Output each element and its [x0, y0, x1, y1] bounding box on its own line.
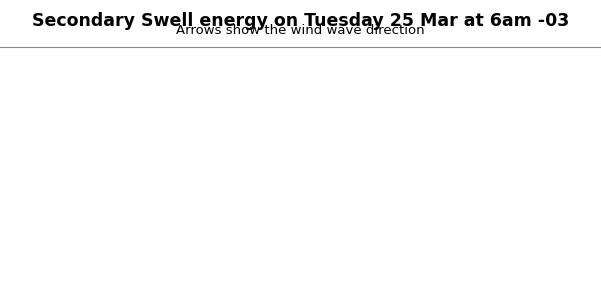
Text: Secondary Swell energy on Tuesday 25 Mar at 6am -03: Secondary Swell energy on Tuesday 25 Mar…: [32, 12, 569, 30]
Text: cartopy not available: cartopy not available: [213, 163, 388, 180]
Text: Arrows show the wind wave direction: Arrows show the wind wave direction: [176, 24, 425, 37]
